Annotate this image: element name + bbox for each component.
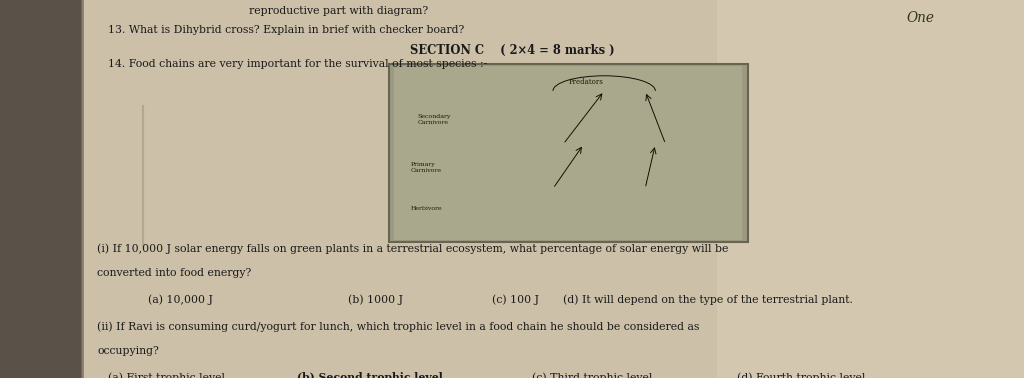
Text: (a) 10,000 J: (a) 10,000 J — [148, 295, 213, 305]
Text: One: One — [906, 11, 934, 25]
Text: (ii) If Ravi is consuming curd/yogurt for lunch, which trophic level in a food c: (ii) If Ravi is consuming curd/yogurt fo… — [97, 321, 699, 332]
Text: SECTION C    ( 2×4 = 8 marks ): SECTION C ( 2×4 = 8 marks ) — [410, 43, 614, 56]
Bar — [717, 0, 1024, 378]
Text: (c) Third trophic level: (c) Third trophic level — [532, 372, 653, 378]
Text: occupying?: occupying? — [97, 346, 159, 356]
Text: (i) If 10,000 J solar energy falls on green plants in a terrestrial ecosystem, w: (i) If 10,000 J solar energy falls on gr… — [97, 244, 729, 254]
Text: (b) Second trophic level: (b) Second trophic level — [297, 372, 442, 378]
Text: Predators: Predators — [569, 79, 603, 87]
Text: (b) 1000 J: (b) 1000 J — [348, 295, 403, 305]
Text: 13. What is Dihybrid cross? Explain in brief with checker board?: 13. What is Dihybrid cross? Explain in b… — [108, 25, 464, 34]
Text: (d) Fourth trophic level: (d) Fourth trophic level — [737, 372, 865, 378]
Text: 14. Food chains are very important for the survival of most species :-: 14. Food chains are very important for t… — [108, 59, 486, 68]
Text: Secondary
Carnivore: Secondary Carnivore — [418, 114, 452, 125]
Bar — [389, 64, 748, 242]
Bar — [394, 66, 742, 240]
Text: converted into food energy?: converted into food energy? — [97, 268, 252, 278]
Text: (a) First trophic level: (a) First trophic level — [108, 372, 224, 378]
Text: (d) It will depend on the type of the terrestrial plant.: (d) It will depend on the type of the te… — [563, 295, 853, 305]
Text: reproductive part with diagram?: reproductive part with diagram? — [179, 6, 428, 15]
Text: (c) 100 J: (c) 100 J — [492, 295, 539, 305]
Text: Primary
Carnivore: Primary Carnivore — [411, 162, 441, 173]
Bar — [0, 0, 82, 378]
Text: Herbivore: Herbivore — [411, 206, 442, 211]
